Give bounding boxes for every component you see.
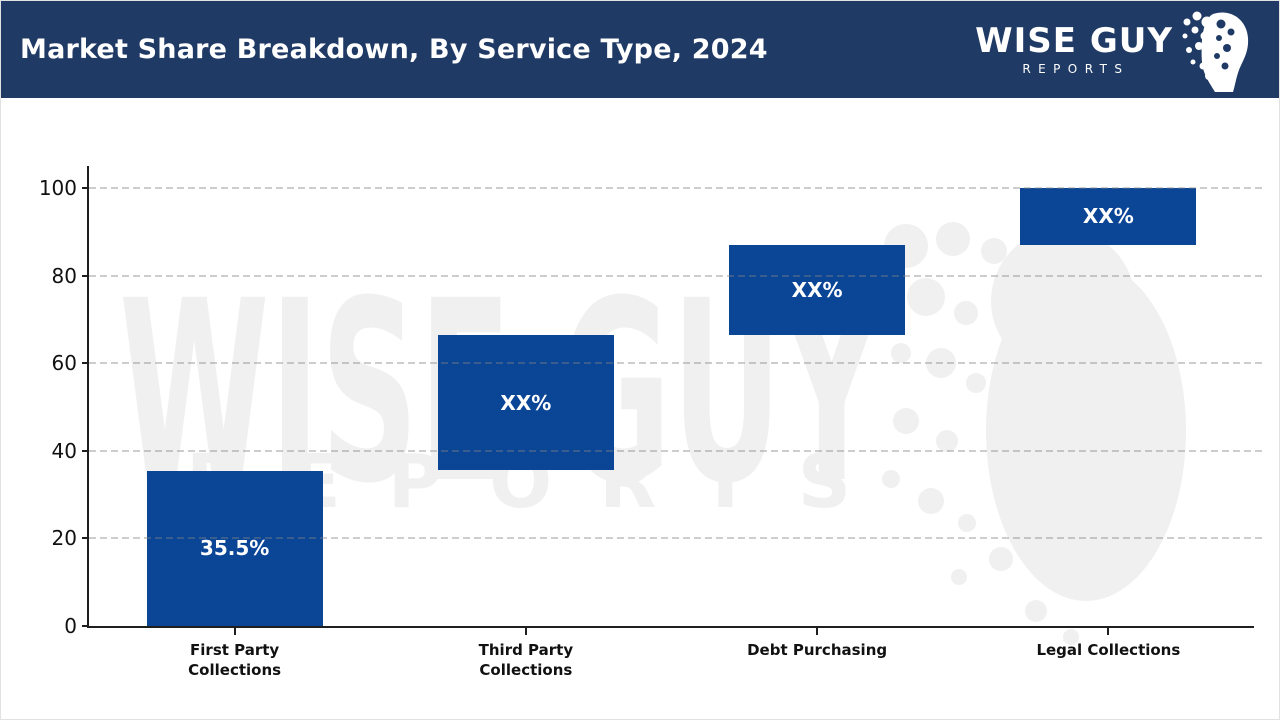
xtick-label-3: Debt Purchasing [677,640,957,660]
header-bar: Market Share Breakdown, By Service Type,… [1,1,1279,98]
chart-canvas: WISE GUY REPORTS 35.5%XX%XX%XX% 02040608… [1,98,1279,719]
gridline-60 [89,362,1262,365]
bar-value-label-2: XX% [500,390,552,415]
ytick-label-60: 60 [51,351,77,376]
ytick-mark-20 [82,537,89,540]
gridline-40 [89,449,1262,452]
ytick-mark-40 [82,449,89,452]
ytick-mark-80 [82,274,89,277]
xtick-mark-2 [524,628,527,635]
ytick-label-80: 80 [51,263,77,288]
xtick-label-line: Third Party [478,641,574,659]
xtick-mark-1 [233,628,236,635]
bar-value-label-4: XX% [1082,204,1134,229]
xtick-label-1: First Party Collections [95,640,375,680]
page-title: Market Share Breakdown, By Service Type,… [20,34,768,65]
brand-logo-text: WISE GUY REPORTS [975,24,1173,75]
ytick-mark-60 [82,362,89,365]
y-axis-line [87,166,89,628]
x-axis-line [87,626,1254,628]
ytick-mark-100 [82,187,89,189]
bar-value-label-1: 35.5% [199,536,270,561]
brand-subtitle: REPORTS [1022,62,1130,76]
ytick-label-40: 40 [51,438,77,463]
ytick-mark-0 [82,625,89,627]
brand-logo: WISE GUY REPORTS [975,8,1253,92]
xtick-label-line: Legal Collections [1036,641,1181,659]
ytick-label-0: 0 [64,614,77,638]
bar-value-label-3: XX% [791,277,843,302]
xtick-mark-4 [1107,628,1110,635]
xtick-label-4: Legal Collections [968,640,1248,660]
head-profile-icon [1182,11,1249,92]
gridline-80 [89,274,1262,277]
xtick-label-2: Third Party Collections [386,640,666,680]
xtick-label-line: First Party [190,641,280,659]
xtick-label-line: Debt Purchasing [747,641,888,659]
bar-1 [146,470,323,626]
gridline-20 [89,537,1262,540]
xtick-label-line: Collections [188,661,282,679]
bar-2 [437,334,614,471]
xtick-label-line: Collections [479,661,573,679]
gridline-100 [89,187,1262,189]
brand-name: WISE GUY [975,21,1173,61]
xtick-mark-3 [816,628,819,635]
ytick-label-20: 20 [51,526,77,551]
ytick-label-100: 100 [38,176,77,200]
